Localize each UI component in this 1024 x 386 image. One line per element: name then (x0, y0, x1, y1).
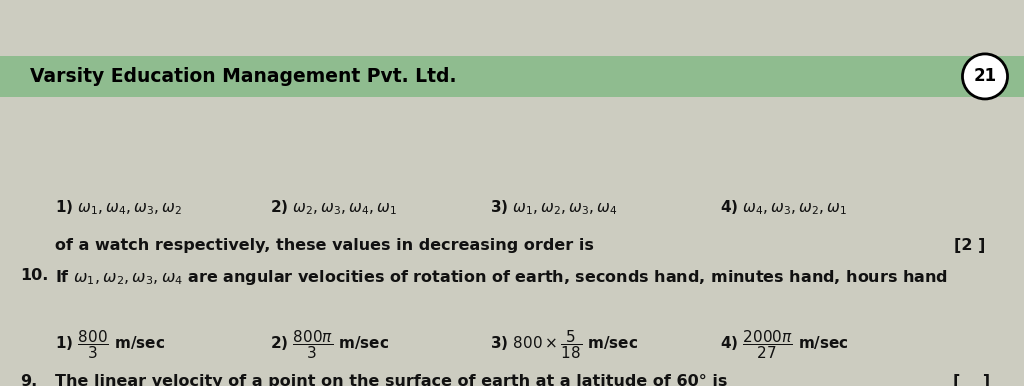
Text: 2) $\dfrac{800\pi}{3}$ m/sec: 2) $\dfrac{800\pi}{3}$ m/sec (270, 328, 389, 361)
Text: If $\omega_1, \omega_2, \omega_3, \omega_4$ are angular velocities of rotation o: If $\omega_1, \omega_2, \omega_3, \omega… (55, 268, 948, 287)
Text: 1) $\omega_1, \omega_4, \omega_3, \omega_2$: 1) $\omega_1, \omega_4, \omega_3, \omega… (55, 198, 182, 217)
Text: [2 ]: [2 ] (953, 238, 985, 253)
Text: Varsity Education Management Pvt. Ltd.: Varsity Education Management Pvt. Ltd. (30, 67, 457, 86)
Text: 1) $\dfrac{800}{3}$ m/sec: 1) $\dfrac{800}{3}$ m/sec (55, 328, 165, 361)
FancyBboxPatch shape (0, 56, 1024, 97)
Ellipse shape (963, 54, 1008, 99)
Text: 10.: 10. (20, 268, 48, 283)
Text: [    ]: [ ] (953, 374, 990, 386)
Text: 4) $\omega_4, \omega_3, \omega_2, \omega_1$: 4) $\omega_4, \omega_3, \omega_2, \omega… (720, 198, 847, 217)
Text: 3) $\omega_1, \omega_2, \omega_3, \omega_4$: 3) $\omega_1, \omega_2, \omega_3, \omega… (490, 198, 617, 217)
Text: 2) $\omega_2, \omega_3, \omega_4, \omega_1$: 2) $\omega_2, \omega_3, \omega_4, \omega… (270, 198, 397, 217)
Text: of a watch respectively, these values in decreasing order is: of a watch respectively, these values in… (55, 238, 594, 253)
Text: 3) $800 \times \dfrac{5}{18}$ m/sec: 3) $800 \times \dfrac{5}{18}$ m/sec (490, 328, 638, 361)
Text: 21: 21 (974, 68, 996, 85)
Text: 4) $\dfrac{2000\pi}{27}$ m/sec: 4) $\dfrac{2000\pi}{27}$ m/sec (720, 328, 849, 361)
Text: 9.: 9. (20, 374, 37, 386)
Text: The linear velocity of a point on the surface of earth at a latitude of 60° is: The linear velocity of a point on the su… (55, 374, 727, 386)
